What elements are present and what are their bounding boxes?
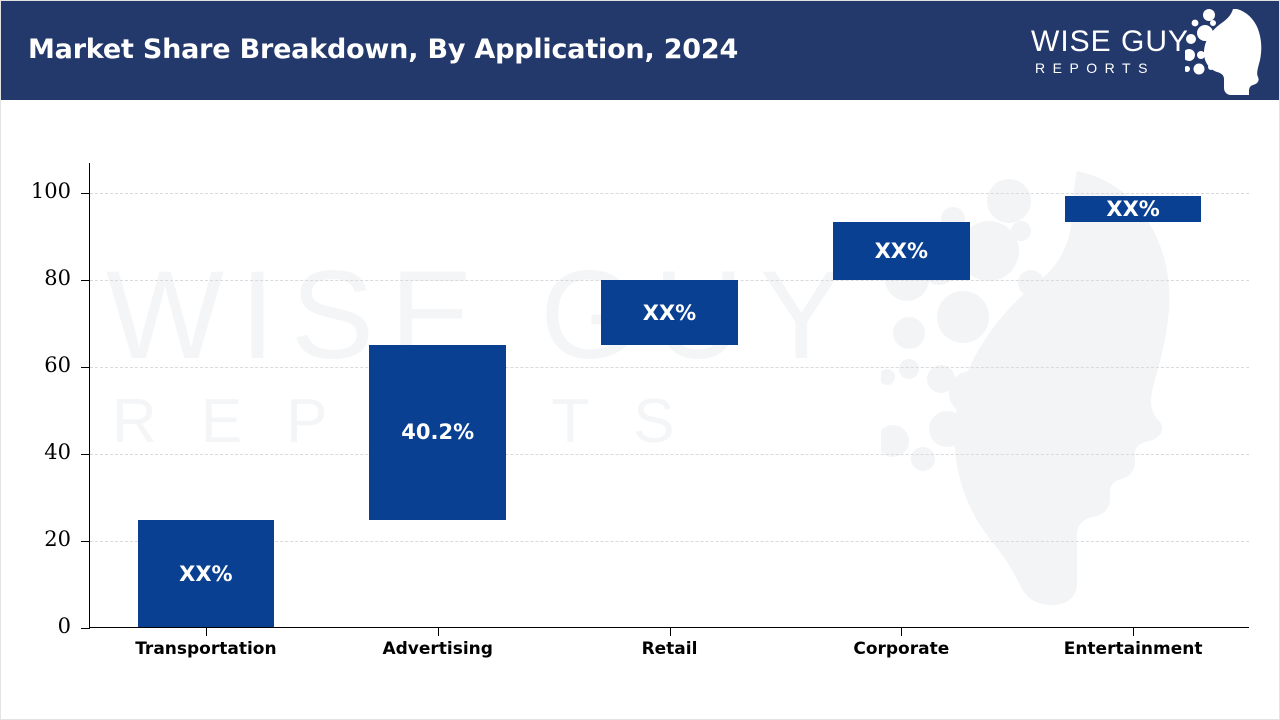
y-tick-label: 100 <box>30 179 71 204</box>
logo-wordmark: WISE GUY <box>1031 25 1190 58</box>
x-tick-label-retail: Retail <box>641 639 698 659</box>
bar-transportation[interactable] <box>137 519 275 628</box>
bar-advertising[interactable] <box>369 345 507 520</box>
y-tick-mark <box>81 367 90 369</box>
page-title: Market Share Breakdown, By Application, … <box>28 34 739 65</box>
x-tick-label-transportation: Transportation <box>135 639 277 659</box>
y-tick-label: 40 <box>44 440 71 465</box>
x-tick-label-entertainment: Entertainment <box>1063 639 1203 659</box>
gridline <box>90 454 1249 456</box>
gridline <box>90 367 1249 369</box>
y-tick-mark <box>81 193 90 195</box>
y-tick-label: 20 <box>44 527 71 552</box>
x-axis-line <box>90 627 1249 628</box>
x-tick-mark <box>669 628 671 636</box>
bar-value-label: 40.2% <box>401 420 475 445</box>
bar-retail[interactable] <box>601 280 738 346</box>
bar-value-label: XX% <box>874 239 929 263</box>
bar-value-label: XX% <box>642 300 697 325</box>
x-tick-label-corporate: Corporate <box>853 639 950 659</box>
y-tick-label: 80 <box>44 266 71 291</box>
plot-area: XX% 40.2% XX% XX% XX% <box>90 163 1249 628</box>
gridline <box>90 541 1249 543</box>
y-tick-mark <box>81 541 90 543</box>
x-tick-mark <box>1133 628 1135 636</box>
x-tick-label-advertising: Advertising <box>382 639 493 659</box>
x-tick-mark <box>901 628 903 636</box>
gridline <box>90 193 1249 195</box>
head-profile-icon <box>1183 7 1271 95</box>
y-tick-mark <box>81 280 90 282</box>
y-tick-mark <box>81 454 90 456</box>
brand-logo: WISE GUY REPORTS <box>1023 5 1273 97</box>
y-axis-line <box>89 163 90 628</box>
y-tick-label: 60 <box>44 353 71 378</box>
bar-value-label: XX% <box>179 561 233 586</box>
y-tick-mark <box>81 628 90 629</box>
chart-header: Market Share Breakdown, By Application, … <box>1 1 1279 100</box>
logo-subword: REPORTS <box>1035 60 1155 76</box>
bar-value-label: XX% <box>1106 196 1160 221</box>
x-tick-mark <box>205 628 207 636</box>
y-tick-label: 0 <box>57 614 71 638</box>
x-tick-mark <box>437 628 439 636</box>
